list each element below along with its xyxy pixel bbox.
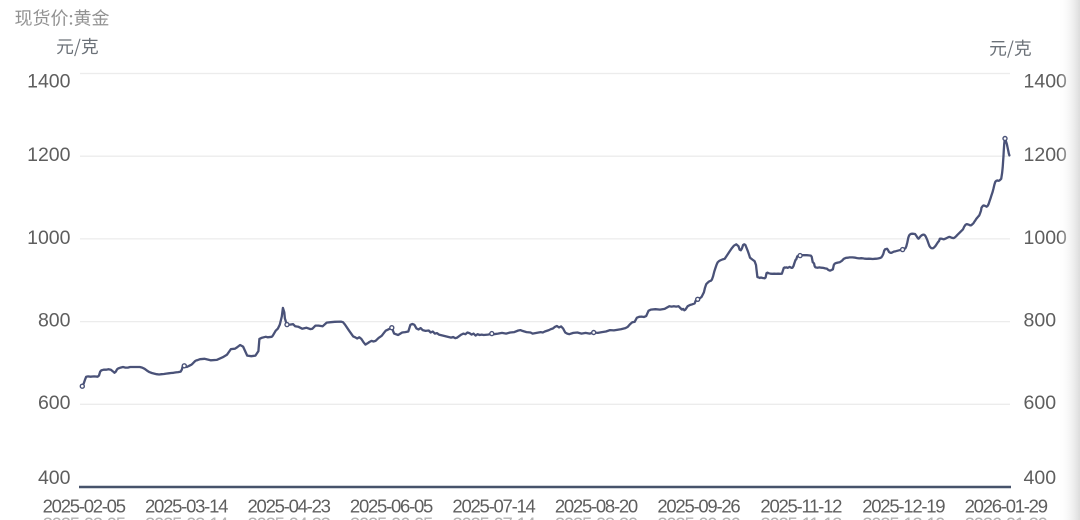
svg-text:2025-02-05: 2025-02-05 — [43, 514, 126, 520]
svg-text:400: 400 — [1024, 467, 1057, 489]
svg-text:800: 800 — [38, 310, 71, 332]
svg-text:1000: 1000 — [1024, 227, 1068, 249]
svg-text:2026-01-29: 2026-01-29 — [965, 496, 1048, 517]
svg-text:800: 800 — [1024, 310, 1057, 332]
svg-text:2025-11-12: 2025-11-12 — [760, 496, 842, 517]
svg-text:2025-04-23: 2025-04-23 — [248, 496, 331, 517]
svg-text:2025-08-20: 2025-08-20 — [555, 496, 638, 517]
svg-text:2025-09-26: 2025-09-26 — [657, 514, 740, 520]
svg-text:1000: 1000 — [27, 227, 71, 249]
svg-text:1400: 1400 — [27, 71, 71, 93]
svg-text:1200: 1200 — [27, 144, 71, 166]
svg-text:2025-12-19: 2025-12-19 — [862, 496, 945, 517]
svg-text:2025-03-14: 2025-03-14 — [145, 496, 228, 517]
svg-text:1400: 1400 — [1024, 71, 1068, 93]
svg-text:2025-12-19: 2025-12-19 — [862, 514, 945, 520]
svg-text:1200: 1200 — [1024, 144, 1068, 166]
svg-text:2025-04-23: 2025-04-23 — [248, 514, 331, 520]
svg-text:2025-07-14: 2025-07-14 — [452, 514, 535, 520]
svg-text:2025-06-05: 2025-06-05 — [350, 514, 433, 520]
svg-text:2026-01-29: 2026-01-29 — [965, 514, 1048, 520]
svg-text:2025-03-14: 2025-03-14 — [145, 514, 228, 520]
svg-text:2025-08-20: 2025-08-20 — [555, 514, 638, 520]
svg-text:2025-09-26: 2025-09-26 — [657, 496, 740, 517]
svg-text:400: 400 — [38, 467, 71, 489]
svg-text:2025-11-12: 2025-11-12 — [760, 514, 842, 520]
svg-text:2025-06-05: 2025-06-05 — [350, 496, 433, 517]
svg-text:2025-07-14: 2025-07-14 — [452, 496, 535, 517]
svg-text:600: 600 — [1024, 392, 1057, 414]
svg-text:600: 600 — [38, 392, 71, 414]
svg-text:2025-02-05: 2025-02-05 — [43, 496, 126, 517]
